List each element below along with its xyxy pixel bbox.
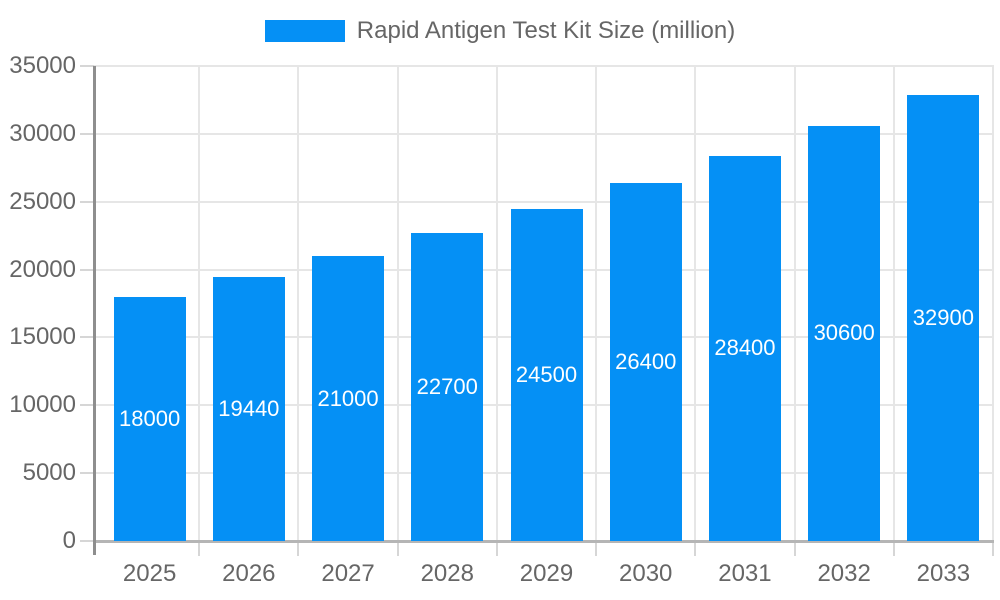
bar-2030[interactable] (609, 182, 682, 541)
x-tick-mark (595, 542, 598, 556)
bar-2031[interactable] (708, 155, 781, 541)
x-tick-label: 2025 (122, 560, 177, 587)
x-tick-label: 2029 (519, 560, 574, 587)
y-tick-mark (80, 472, 94, 475)
gridline-x-4 (495, 66, 498, 541)
legend[interactable]: Rapid Antigen Test Kit Size (million) (0, 18, 1000, 44)
bar-2026[interactable] (212, 277, 285, 541)
x-tick-label: 2027 (321, 560, 375, 587)
gridline-x-7 (793, 66, 796, 541)
legend-label: Rapid Antigen Test Kit Size (million) (356, 17, 736, 44)
y-tick-label: 20000 (9, 255, 76, 283)
bar-2033[interactable] (907, 94, 980, 541)
gridline-x-9 (992, 66, 994, 541)
x-tick-mark (892, 542, 895, 556)
legend-swatch (264, 20, 345, 42)
y-tick-label: 5000 (22, 459, 76, 487)
y-tick-mark (80, 404, 94, 407)
gridline-x-1 (198, 66, 201, 541)
bar-2029[interactable] (510, 208, 583, 541)
bar-value-label: 18000 (119, 405, 181, 431)
bar-value-label: 21000 (317, 385, 379, 411)
gridline-x-2 (297, 66, 300, 541)
x-tick-label: 2031 (718, 560, 772, 587)
y-tick-label: 15000 (9, 323, 76, 351)
x-tick-label: 2032 (817, 560, 871, 587)
bar-2025[interactable] (113, 296, 186, 541)
gridline-y-30000 (94, 132, 994, 135)
bar-value-label: 19440 (218, 396, 280, 422)
bar-value-label: 26400 (615, 348, 677, 374)
bar-value-label: 28400 (714, 335, 776, 361)
y-tick-label: 10000 (9, 391, 76, 419)
gridline-x-8 (892, 66, 895, 541)
x-tick-mark (793, 542, 796, 556)
bar-value-label: 30600 (813, 320, 875, 346)
bar-2032[interactable] (808, 125, 881, 541)
x-tick-mark (992, 542, 994, 556)
x-tick-label: 2030 (619, 560, 673, 587)
x-tick-label: 2028 (420, 560, 474, 587)
gridline-x-6 (694, 66, 697, 541)
y-tick-mark (80, 336, 94, 339)
gridline-x-5 (595, 66, 598, 541)
x-tick-mark (198, 542, 201, 556)
y-axis-line (93, 66, 96, 555)
bar-2027[interactable] (312, 256, 385, 541)
y-tick-label: 35000 (9, 52, 76, 79)
y-tick-label: 30000 (9, 119, 76, 147)
x-tick-mark (396, 542, 399, 556)
bar-2028[interactable] (411, 232, 484, 541)
y-tick-mark (80, 65, 94, 67)
bar-value-label: 22700 (416, 373, 478, 399)
bar-value-label: 32900 (912, 304, 974, 330)
y-tick-label: 0 (62, 527, 76, 554)
x-tick-mark (297, 542, 300, 556)
y-tick-mark (80, 268, 94, 271)
bar-value-label: 24500 (515, 361, 578, 387)
x-tick-mark (495, 542, 498, 556)
y-tick-mark (80, 200, 94, 203)
gridline-y-25000 (94, 200, 994, 203)
x-axis-baseline (94, 540, 994, 543)
gridline-y-35000 (94, 65, 994, 67)
x-tick-label: 2033 (916, 560, 971, 587)
y-tick-mark (80, 132, 94, 135)
y-tick-mark (80, 540, 94, 542)
gridline-x-3 (396, 66, 399, 541)
x-tick-mark (694, 542, 697, 556)
x-tick-label: 2026 (222, 560, 276, 587)
y-tick-label: 25000 (9, 187, 76, 215)
